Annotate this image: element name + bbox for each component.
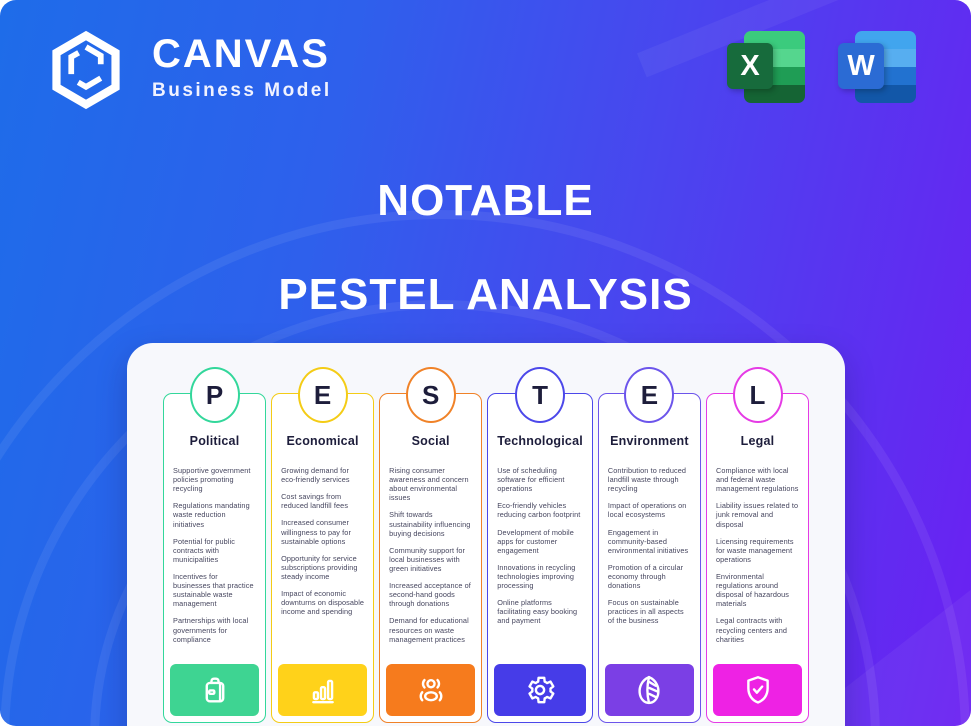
pestel-card: P Political Supportive government polici… (127, 343, 845, 726)
column-item: Opportunity for service subscriptions pr… (281, 553, 358, 581)
column-letter: L (732, 367, 783, 423)
column-item: Impact of economic downturns on disposab… (281, 589, 365, 617)
column-item: Increased consumer willingness to pay fo… (281, 518, 351, 546)
page-title-line1: NOTABLE (377, 176, 594, 225)
column-items: Use of scheduling software for efficient… (497, 466, 583, 626)
column-item: Incentives for businesses that practice … (173, 571, 254, 609)
column-item: Demand for educational resources on wast… (389, 616, 469, 644)
column-heading: Social (411, 434, 450, 448)
column-letter: E (624, 367, 675, 423)
brand-block: CANVAS Business Model (152, 34, 332, 102)
column-letter: P (189, 367, 240, 423)
pestel-columns: P Political Supportive government polici… (163, 367, 810, 723)
column-item: Use of scheduling software for efficient… (497, 466, 565, 494)
column-items: Growing demand for eco-friendly services… (281, 466, 364, 616)
page-title-line2: PESTEL ANALYSIS (278, 270, 693, 319)
excel-sheet-bands (744, 31, 805, 103)
column-letter: E (297, 367, 348, 423)
shield-check-icon (741, 673, 775, 707)
pestel-column: P Political Supportive government polici… (163, 367, 267, 723)
column-heading: Legal (740, 434, 775, 448)
column-item: Partnerships with local governments for … (173, 616, 249, 644)
column-icon-box (386, 664, 476, 716)
excel-icon[interactable]: X (727, 28, 805, 106)
column-item: Growing demand for eco-friendly services (281, 466, 350, 485)
pestel-column: L Legal Compliance with local and federa… (705, 367, 810, 723)
column-item: Shift towards sustainability influencing… (389, 510, 471, 538)
column-item: Engagement in community-based environmen… (607, 527, 689, 555)
pestel-column: E Environment Contribution to reduced la… (597, 367, 701, 723)
pestel-column: S Social Rising consumer awareness and c… (379, 367, 483, 723)
column-icon-box (494, 664, 586, 716)
column-item: Rising consumer awareness and concern ab… (389, 466, 469, 503)
hexagon-logo-icon (52, 30, 120, 110)
column-item: Supportive government policies promoting… (173, 466, 251, 494)
column-letter: S (405, 367, 456, 423)
column-item: Potential for public contracts with muni… (173, 536, 236, 564)
column-items: Supportive government policies promoting… (173, 466, 256, 644)
brand-subtitle: Business Model (152, 80, 332, 101)
column-item: Increased acceptance of second-hand good… (389, 581, 471, 609)
column-items: Contribution to reduced landfill waste t… (608, 466, 691, 626)
column-icon-box (278, 664, 368, 716)
column-item: Focus on sustainable practices in all as… (607, 598, 684, 626)
column-item: Community support for local businesses w… (389, 545, 466, 573)
column-item: Cost savings from reduced landfill fees (281, 492, 349, 511)
excel-letter-tile: X (727, 43, 773, 89)
column-item: Eco-friendly vehicles reducing carbon fo… (497, 501, 581, 520)
column-item: Impact of operations on local ecosystems (607, 501, 687, 520)
column-icon-box (712, 664, 803, 716)
briefcase-icon (198, 673, 232, 707)
column-heading: Political (189, 434, 240, 448)
column-item: Promotion of a circular economy through … (607, 562, 684, 591)
word-letter-tile: W (838, 43, 884, 89)
pestel-column: T Technological Use of scheduling softwa… (487, 367, 593, 723)
gear-icon (523, 673, 557, 707)
column-item: Environmental regulations around disposa… (715, 571, 790, 609)
word-icon[interactable]: W (838, 28, 916, 106)
column-heading: Environment (610, 434, 689, 448)
column-item: Compliance with local and federal waste … (715, 466, 799, 494)
bar-chart-icon (306, 673, 340, 707)
column-item: Liability issues related to junk removal… (715, 501, 799, 529)
column-item: Legal contracts with recycling centers a… (715, 616, 788, 644)
column-items: Compliance with local and federal waste … (716, 466, 799, 644)
community-icon (414, 673, 448, 707)
column-item: Regulations mandating waste reduction in… (173, 501, 250, 529)
pestel-column: E Economical Growing demand for eco-frie… (271, 367, 375, 723)
column-icon-box (604, 664, 694, 716)
column-item: Development of mobile apps for customer … (497, 527, 574, 555)
column-item: Innovations in recycling technologies im… (497, 562, 576, 591)
column-icon-box (170, 664, 260, 716)
column-letter: T (515, 367, 566, 423)
column-item: Licensing requirements for waste managem… (715, 536, 794, 564)
column-item: Online platforms facilitating easy booki… (497, 598, 578, 626)
leaf-icon (632, 673, 666, 707)
brand-name: CANVAS (152, 32, 330, 76)
column-heading: Economical (286, 434, 359, 448)
column-heading: Technological (497, 434, 583, 448)
column-items: Rising consumer awareness and concern ab… (389, 466, 472, 644)
column-item: Contribution to reduced landfill waste t… (607, 466, 687, 494)
